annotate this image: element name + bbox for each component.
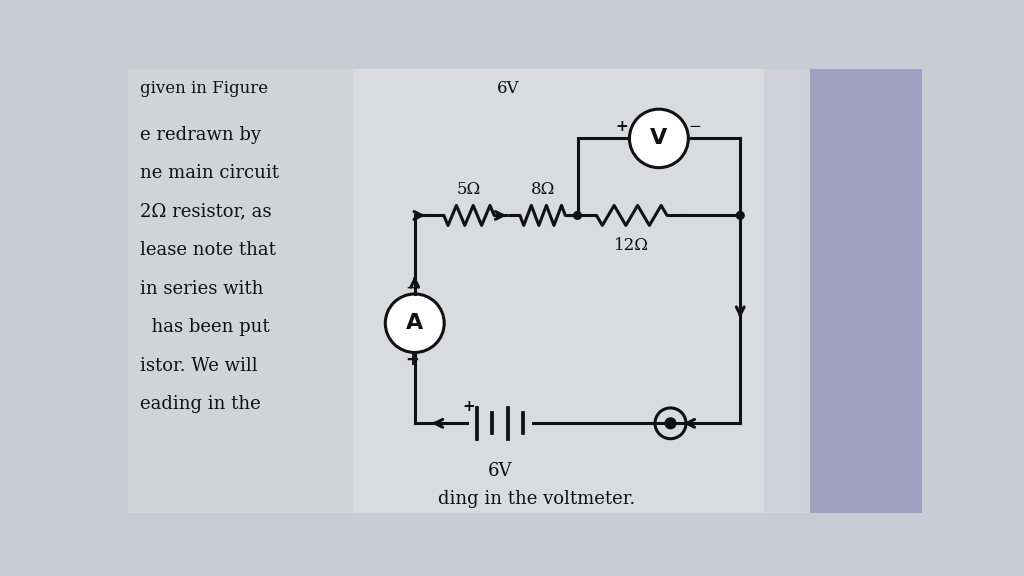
FancyBboxPatch shape <box>128 69 802 513</box>
Text: ne main circuit: ne main circuit <box>139 164 279 182</box>
Circle shape <box>385 294 444 353</box>
Text: 5Ω: 5Ω <box>457 181 481 199</box>
Text: 12Ω: 12Ω <box>614 237 649 254</box>
Text: +: + <box>463 399 475 414</box>
Text: 6V: 6V <box>497 80 519 97</box>
Text: +: + <box>615 119 628 134</box>
FancyBboxPatch shape <box>345 69 810 513</box>
Text: −: − <box>406 279 420 297</box>
Circle shape <box>630 109 688 168</box>
Text: lease note that: lease note that <box>139 241 275 259</box>
Circle shape <box>665 418 676 429</box>
Text: −: − <box>688 119 700 134</box>
Text: 2Ω resistor, as: 2Ω resistor, as <box>139 203 271 221</box>
Text: A: A <box>407 313 423 334</box>
Text: eading in the: eading in the <box>139 395 260 413</box>
Text: in series with: in series with <box>139 279 263 298</box>
Text: given in Figure: given in Figure <box>139 80 267 97</box>
Text: ding in the voltmeter.: ding in the voltmeter. <box>438 490 635 508</box>
FancyBboxPatch shape <box>128 69 352 513</box>
Text: V: V <box>650 128 668 149</box>
Circle shape <box>573 211 582 219</box>
Text: istor. We will: istor. We will <box>139 357 257 374</box>
Text: 6V: 6V <box>487 462 512 480</box>
Circle shape <box>736 211 744 219</box>
Text: 8Ω: 8Ω <box>530 181 555 199</box>
Text: e redrawn by: e redrawn by <box>139 126 261 143</box>
Text: has been put: has been put <box>139 318 269 336</box>
FancyBboxPatch shape <box>764 69 922 513</box>
Text: +: + <box>406 351 420 369</box>
